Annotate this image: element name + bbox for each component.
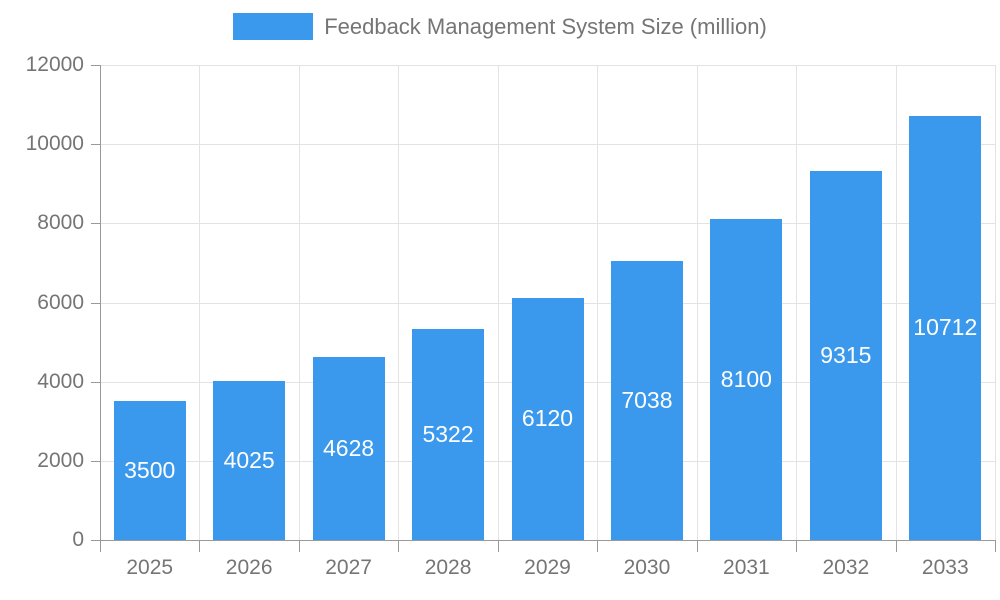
bar-value-label: 9315 [820, 342, 872, 369]
legend-swatch-icon[interactable] [233, 13, 314, 40]
bar-2031[interactable]: 8100 [710, 219, 783, 540]
x-tick-label-2032: 2032 [822, 556, 870, 579]
gridline-vertical [398, 65, 400, 540]
gridline-horizontal [100, 223, 995, 225]
gridline-horizontal [100, 144, 995, 146]
y-axis-tick [91, 144, 100, 146]
x-axis-tick [597, 540, 599, 552]
x-axis-tick [696, 540, 698, 552]
y-tick-label: 0 [72, 528, 84, 551]
y-tick-label: 2000 [37, 448, 84, 472]
x-axis-tick [895, 540, 897, 552]
x-tick-label-2029: 2029 [524, 556, 571, 579]
y-axis-tick [91, 381, 100, 383]
x-tick-label-2030: 2030 [623, 556, 671, 579]
y-tick-label: 6000 [37, 290, 84, 314]
gridline-vertical [995, 65, 996, 540]
y-axis-tick [91, 540, 100, 541]
x-axis-tick [298, 540, 300, 552]
y-tick-label: 12000 [25, 53, 84, 76]
bar-2032[interactable]: 9315 [809, 171, 882, 540]
y-tick-label: 8000 [37, 211, 84, 235]
x-tick-label-2031: 2031 [723, 556, 770, 579]
gridline-vertical [796, 65, 798, 540]
x-axis-line [100, 540, 995, 541]
x-axis-tick [199, 540, 201, 552]
bar-value-label: 4025 [223, 446, 275, 473]
bar-value-label: 6120 [521, 405, 574, 432]
y-axis-tick [91, 65, 100, 66]
x-axis-tick [398, 540, 400, 552]
bar-value-label: 10712 [913, 314, 978, 341]
x-tick-label-2033: 2033 [921, 556, 969, 579]
y-axis-tick [91, 460, 100, 462]
gridline-vertical [895, 65, 897, 540]
y-tick-label: 4000 [37, 369, 84, 393]
gridline-vertical [298, 65, 300, 540]
bar-2028[interactable]: 5322 [412, 329, 485, 540]
gridline-vertical [597, 65, 599, 540]
gridline-vertical [497, 65, 499, 540]
legend-label[interactable]: Feedback Management System Size (million… [324, 13, 767, 39]
x-axis-tick [796, 540, 798, 552]
bar-2030[interactable]: 7038 [610, 261, 683, 540]
gridline-vertical [696, 65, 698, 540]
x-axis-tick [497, 540, 499, 552]
x-axis-tick [995, 540, 996, 552]
bar-value-label: 4628 [323, 434, 375, 461]
gridline-horizontal [100, 65, 995, 66]
x-tick-label-2028: 2028 [424, 556, 472, 579]
bar-value-label: 5322 [422, 421, 474, 448]
bar-2033[interactable]: 10712 [909, 115, 982, 540]
legend[interactable]: Feedback Management System Size (million… [0, 13, 1000, 40]
y-axis-tick [91, 223, 100, 225]
x-tick-label-2027: 2027 [325, 556, 372, 579]
x-axis-tick [100, 540, 101, 552]
bar-2025[interactable]: 3500 [113, 401, 186, 540]
bar-2027[interactable]: 4628 [312, 356, 385, 540]
bar-2029[interactable]: 6120 [511, 297, 584, 540]
y-axis-line [100, 65, 101, 540]
x-tick-label-2026: 2026 [225, 556, 273, 579]
y-tick-label: 10000 [25, 132, 84, 156]
plot-area: 0 2000 4000 6000 8000 10000 12000 3500 2025 4025 2… [26, 53, 996, 579]
bar-value-label: 7038 [621, 387, 673, 414]
bar-2026[interactable]: 4025 [213, 380, 286, 540]
gridline-vertical [199, 65, 201, 540]
y-axis-tick [91, 302, 100, 304]
x-tick-label-2025: 2025 [126, 556, 174, 579]
bar-value-label: 8100 [720, 366, 772, 393]
bar-value-label: 3500 [124, 457, 176, 484]
